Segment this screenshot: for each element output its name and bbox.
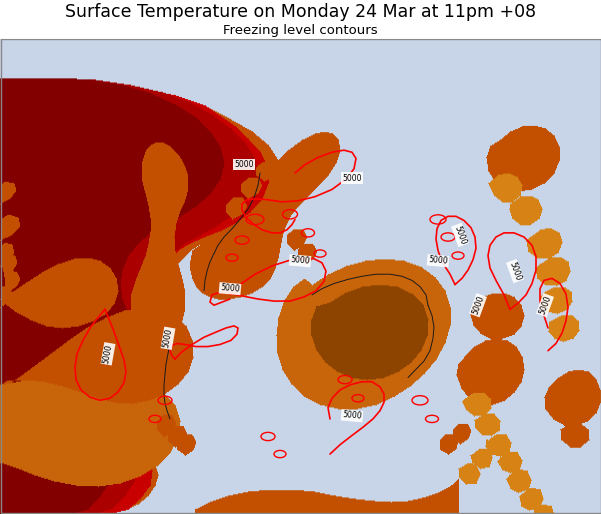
Text: 5000: 5000 xyxy=(290,255,310,266)
Text: 5000: 5000 xyxy=(234,160,254,169)
Text: 5000: 5000 xyxy=(471,295,486,316)
Text: Freezing level contours: Freezing level contours xyxy=(223,24,378,36)
Text: 5000: 5000 xyxy=(537,295,552,316)
Text: 5000: 5000 xyxy=(220,283,240,294)
Text: 5000: 5000 xyxy=(342,174,362,182)
Text: 5000: 5000 xyxy=(162,328,174,348)
Text: 5000: 5000 xyxy=(453,224,468,246)
Text: 5000: 5000 xyxy=(342,411,362,421)
Text: 5000: 5000 xyxy=(102,343,114,364)
Text: Surface Temperature on Monday 24 Mar at 11pm +08: Surface Temperature on Monday 24 Mar at … xyxy=(65,3,536,21)
Text: 5000: 5000 xyxy=(428,255,448,266)
Text: 5000: 5000 xyxy=(507,261,522,282)
